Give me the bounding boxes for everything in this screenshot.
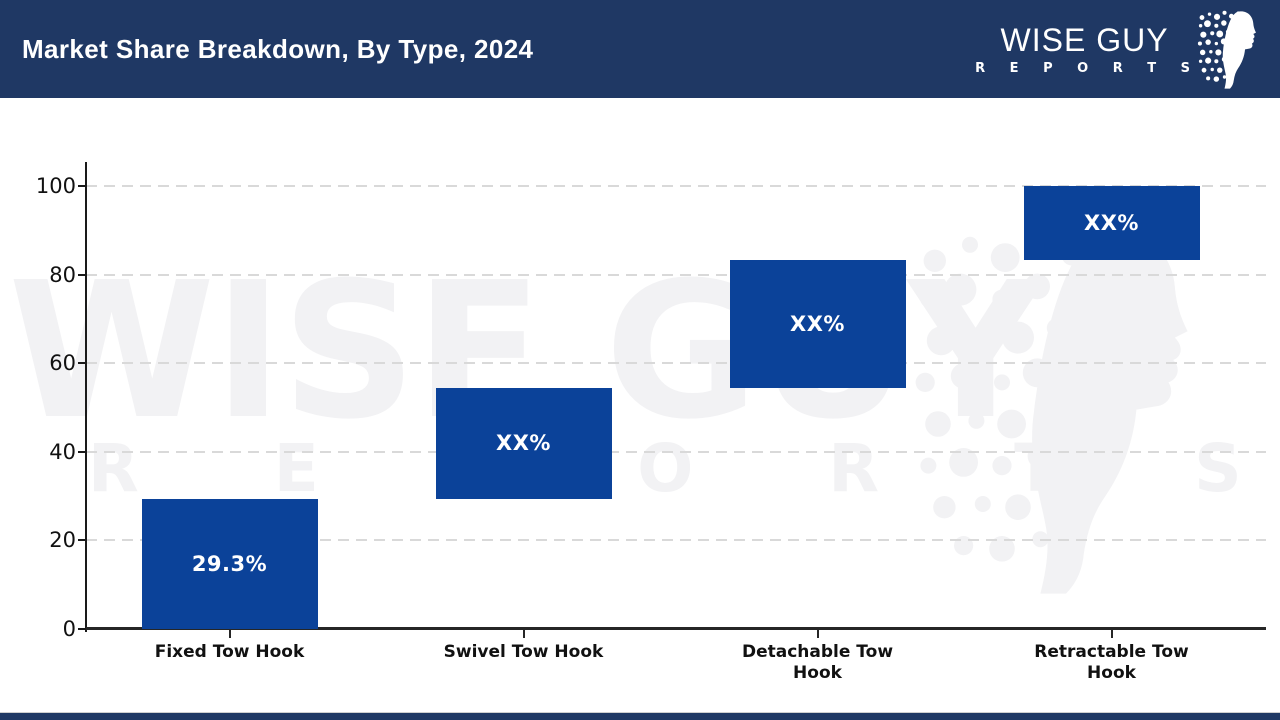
gridline-y-20: [86, 539, 1266, 542]
gridline-y-80: [86, 273, 1266, 276]
y-axis-tick-label: 100: [35, 174, 76, 199]
y-axis-tick-mark: [78, 450, 86, 453]
bar-value-label: 29.3%: [191, 552, 268, 577]
category-label-retractable-tow-hook: Retractable Tow Hook: [1034, 642, 1189, 683]
bar-value-label: XX%: [790, 311, 845, 336]
y-axis-tick-label: 40: [49, 439, 76, 464]
chart-title: Market Share Breakdown, By Type, 2024: [22, 33, 534, 64]
x-axis-tick-mark: [1110, 630, 1113, 638]
y-axis-tick-mark: [78, 273, 86, 276]
logo-line-wise-guy: WISE GUY: [1000, 22, 1169, 58]
x-axis-tick-mark: [228, 630, 231, 638]
logo-line-reports: R E P O R T S: [975, 61, 1200, 76]
y-axis-tick-label: 20: [49, 528, 76, 553]
x-axis-line: [86, 627, 1266, 630]
x-axis-tick-mark: [522, 630, 525, 638]
logo-wordmark: WISE GUY R E P O R T S: [969, 22, 1200, 76]
y-axis-tick-mark: [78, 362, 86, 365]
category-label-swivel-tow-hook: Swivel Tow Hook: [443, 642, 604, 662]
y-axis-tick-mark: [78, 539, 86, 542]
bar-detachable-tow-hook: XX%: [729, 260, 906, 388]
bar-retractable-tow-hook: XX%: [1023, 186, 1200, 261]
footer-bar: [0, 712, 1280, 720]
x-axis-tick-mark: [816, 630, 819, 638]
gridline-y-60: [86, 362, 1266, 365]
category-label-detachable-tow-hook: Detachable Tow Hook: [741, 642, 894, 683]
header-bar: Market Share Breakdown, By Type, 2024 WI…: [0, 0, 1280, 98]
bar-fixed-tow-hook: 29.3%: [141, 499, 318, 629]
bar-value-label: XX%: [496, 431, 551, 456]
y-axis-tick-label: 60: [49, 351, 76, 376]
y-axis-tick-mark: [78, 185, 86, 188]
y-axis-tick-mark: [78, 628, 86, 630]
plot-area: 0 20 40 60 80 100 29.3% Fixed Tow Hook XX% Swivel…: [0, 98, 1280, 712]
category-label-fixed-tow-hook: Fixed Tow Hook: [154, 642, 305, 662]
y-axis-line: [85, 162, 87, 632]
gridline-y-40: [86, 450, 1266, 453]
wise-guy-reports-logo: WISE GUY R E P O R T S: [969, 8, 1280, 90]
gridline-y-100: [86, 185, 1266, 188]
y-axis-tick-label: 80: [49, 262, 76, 287]
chart-canvas: WISE GUY R E P O R T S 0 20 40 60 80 100 29.3%…: [0, 98, 1280, 712]
y-axis-tick-label: 0: [62, 617, 76, 641]
wise-guy-head-icon: [1197, 10, 1256, 89]
bar-swivel-tow-hook: XX%: [435, 387, 612, 500]
bar-value-label: XX%: [1084, 211, 1139, 236]
